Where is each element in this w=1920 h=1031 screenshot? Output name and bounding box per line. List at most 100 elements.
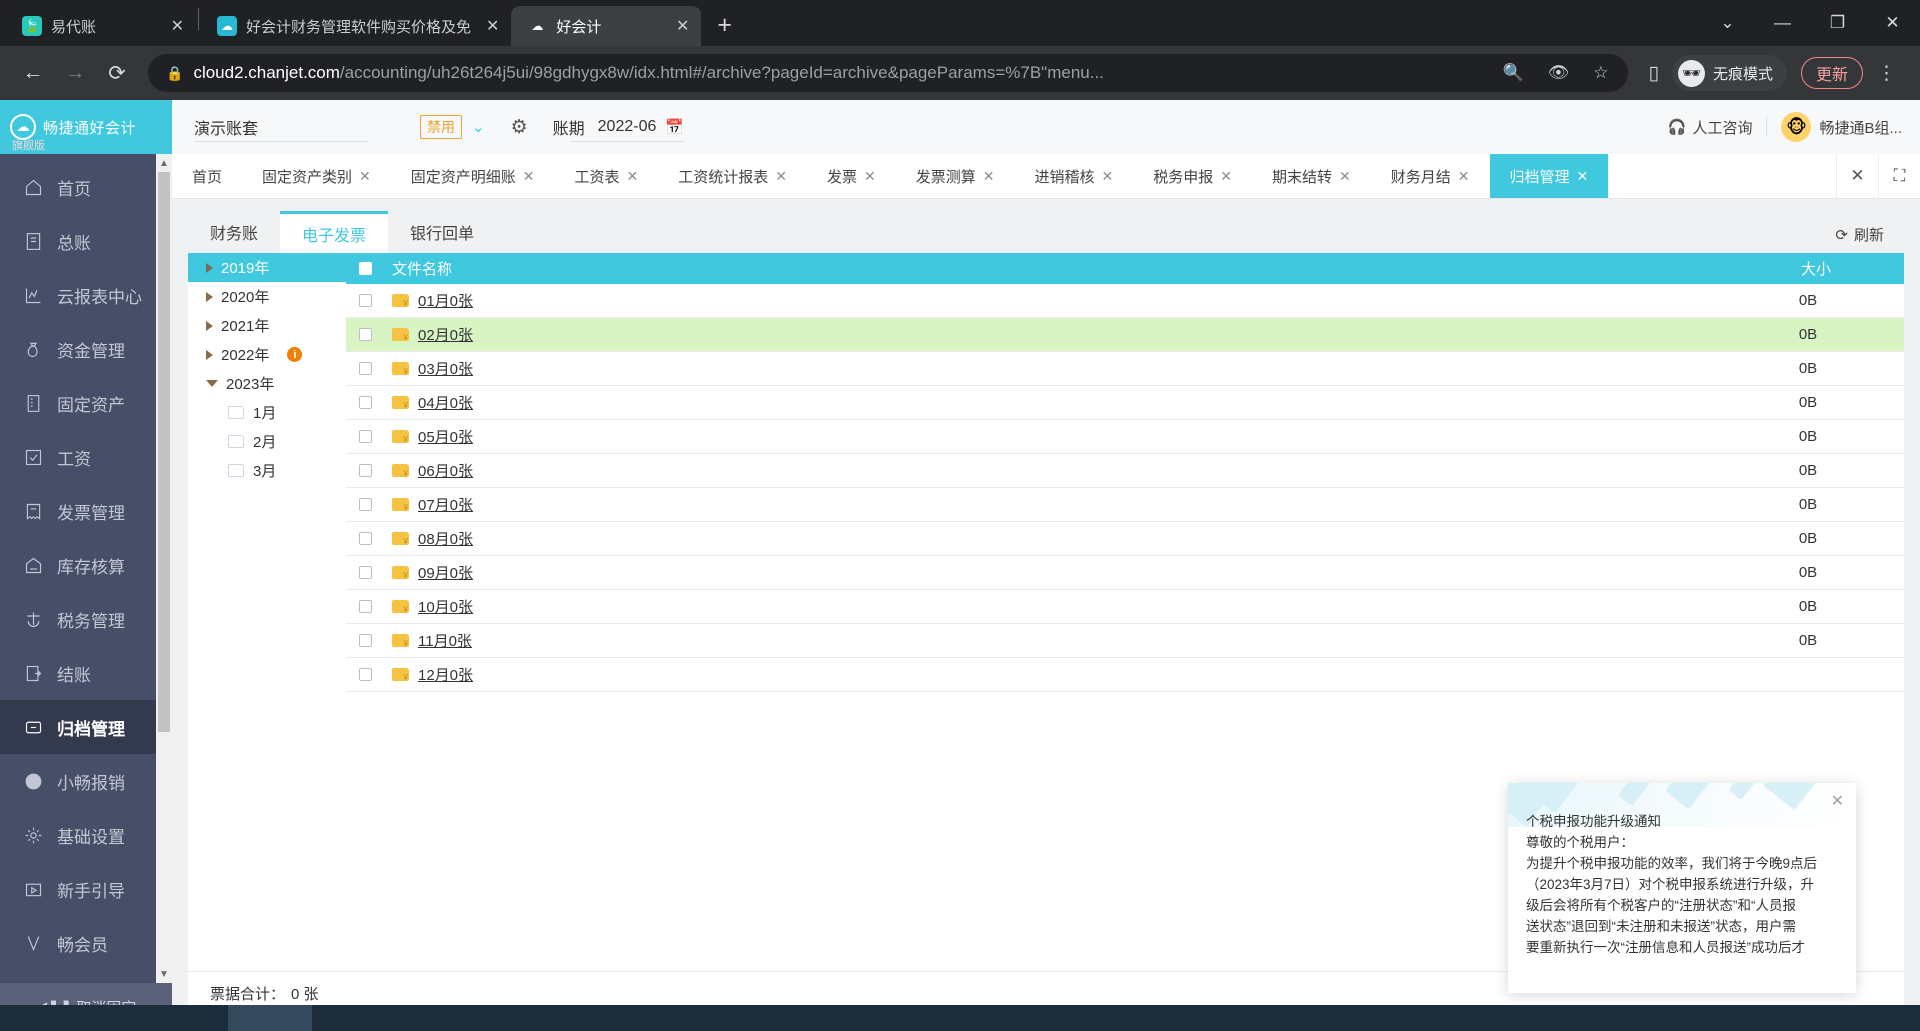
tree-month-1[interactable]: 1月	[188, 398, 346, 427]
table-row[interactable]: 04月0张 0B	[346, 386, 1904, 420]
module-tab-monthly-close[interactable]: 财务月结 ✕	[1371, 154, 1490, 198]
sub-tab-financial-books[interactable]: 财务账	[188, 211, 280, 253]
tree-node-2021[interactable]: 2021年	[188, 311, 346, 340]
file-name-link[interactable]: 02月0张	[418, 327, 474, 344]
table-row[interactable]: 02月0张 0B	[346, 318, 1904, 352]
chevron-right-icon[interactable]	[206, 262, 213, 273]
tab-search-icon[interactable]: ⌄	[1720, 13, 1735, 32]
close-icon[interactable]: ✕	[1830, 793, 1844, 810]
fullscreen-icon[interactable]: ⛶	[1878, 154, 1920, 198]
sidebar-scrollbar[interactable]: ▲ ▼	[156, 154, 172, 983]
scrollbar-thumb[interactable]	[158, 172, 170, 732]
row-checkbox-cell[interactable]	[346, 362, 384, 375]
taskbar-item[interactable]	[228, 1005, 312, 1031]
tree-month-2[interactable]: 2月	[188, 427, 346, 456]
module-tab-tax-filing[interactable]: 税务申报 ✕	[1133, 154, 1252, 198]
forward-button[interactable]: →	[64, 61, 86, 84]
module-tab-close-10[interactable]: ✕	[1457, 167, 1470, 184]
module-tab-payroll-table[interactable]: 工资表 ✕	[555, 154, 659, 198]
info-badge-icon[interactable]: i	[287, 347, 303, 362]
browser-tab-1[interactable]: 🍃 易代账 ✕	[6, 6, 196, 46]
tree-month-3[interactable]: 3月	[188, 456, 346, 485]
sidebar-item-expense[interactable]: 小畅报销	[0, 754, 172, 808]
row-checkbox-cell[interactable]	[346, 668, 384, 681]
module-tab-fixed-asset-category[interactable]: 固定资产类别 ✕	[242, 154, 391, 198]
table-row[interactable]: 03月0张 0B	[346, 352, 1904, 386]
table-row[interactable]: 06月0张 0B	[346, 454, 1904, 488]
sub-tab-bank-receipt[interactable]: 银行回单	[388, 211, 496, 253]
tree-node-2020[interactable]: 2020年	[188, 282, 346, 311]
table-row[interactable]: 09月0张 0B	[346, 556, 1904, 590]
table-row[interactable]: 11月0张 0B	[346, 624, 1904, 658]
avatar[interactable]: 🐵	[1781, 112, 1812, 142]
module-tab-close-4[interactable]: ✕	[775, 167, 788, 184]
select-all-checkbox-cell[interactable]	[346, 262, 384, 275]
sidebar-item-general-ledger[interactable]: 总账	[0, 214, 172, 268]
file-name-link[interactable]: 09月0张	[418, 565, 474, 582]
star-icon[interactable]: ☆	[1593, 63, 1609, 82]
row-name-cell[interactable]: 09月0张	[384, 562, 1748, 583]
row-checkbox[interactable]	[358, 464, 372, 477]
row-checkbox-cell[interactable]	[346, 566, 384, 579]
module-tab-close-2[interactable]: ✕	[522, 167, 535, 184]
table-row[interactable]: 05月0张 0B	[346, 420, 1904, 454]
kebab-menu-icon[interactable]: ⋮	[1877, 62, 1896, 84]
browser-tab-2-close[interactable]: ✕	[486, 18, 500, 35]
row-name-cell[interactable]: 11月0张	[384, 630, 1748, 651]
row-checkbox[interactable]	[358, 396, 372, 409]
browser-tab-1-close[interactable]: ✕	[170, 18, 184, 35]
row-name-cell[interactable]: 02月0张	[384, 324, 1748, 345]
file-name-link[interactable]: 12月0张	[418, 667, 474, 684]
reload-button[interactable]: ⟳	[108, 61, 126, 85]
sub-tab-e-invoice[interactable]: 电子发票	[280, 211, 389, 253]
side-panel-icon[interactable]: ▯	[1648, 62, 1659, 84]
table-row[interactable]: 10月0张 0B	[346, 590, 1904, 624]
module-tab-close-1[interactable]: ✕	[359, 167, 371, 184]
scroll-up-arrow-icon[interactable]: ▲	[156, 154, 172, 172]
row-checkbox-cell[interactable]	[346, 328, 384, 341]
update-button[interactable]: 更新	[1800, 57, 1863, 89]
sidebar-item-cloud-reports[interactable]: 云报表中心	[0, 268, 172, 322]
user-name[interactable]: 畅捷通B组...	[1819, 119, 1902, 137]
row-checkbox[interactable]	[358, 668, 372, 681]
chevron-down-icon[interactable]	[206, 380, 218, 387]
file-name-link[interactable]: 05月0张	[418, 429, 474, 446]
sidebar-item-invoice[interactable]: 发票管理	[0, 484, 172, 538]
new-tab-button[interactable]: +	[717, 11, 733, 39]
row-name-cell[interactable]: 03月0张	[384, 358, 1748, 379]
module-tab-invoice-estimate[interactable]: 发票测算 ✕	[896, 154, 1015, 198]
tree-node-2019[interactable]: 2019年	[188, 253, 346, 282]
tree-node-2022[interactable]: 2022年 i	[188, 340, 346, 369]
module-tab-close-3[interactable]: ✕	[626, 167, 639, 184]
row-checkbox[interactable]	[358, 430, 372, 443]
row-name-cell[interactable]: 08月0张	[384, 528, 1748, 549]
sidebar-item-guide[interactable]: 新手引导	[0, 862, 172, 916]
row-checkbox-cell[interactable]	[346, 600, 384, 613]
table-row[interactable]: 01月0张 0B	[346, 284, 1904, 318]
module-tab-close-7[interactable]: ✕	[1101, 167, 1114, 184]
chevron-right-icon[interactable]	[206, 349, 213, 360]
module-tab-period-end[interactable]: 期末结转 ✕	[1252, 154, 1371, 198]
sidebar-item-home[interactable]: 首页	[0, 160, 172, 214]
row-checkbox[interactable]	[358, 294, 372, 307]
search-icon[interactable]: 🔍	[1502, 63, 1524, 82]
row-name-cell[interactable]: 04月0张	[384, 392, 1748, 413]
row-checkbox[interactable]	[358, 498, 372, 511]
select-all-checkbox[interactable]	[358, 262, 372, 275]
file-name-link[interactable]: 10月0张	[418, 599, 474, 616]
module-tab-payroll-report[interactable]: 工资统计报表 ✕	[658, 154, 807, 198]
sidebar-item-tax[interactable]: 税务管理	[0, 592, 172, 646]
row-checkbox-cell[interactable]	[346, 294, 384, 307]
period-value[interactable]: 2022-06	[597, 118, 657, 135]
incognito-indicator[interactable]: 🕶 无痕模式	[1671, 55, 1787, 91]
close-window-button[interactable]: ✕	[1885, 13, 1900, 32]
scroll-down-arrow-icon[interactable]: ▼	[156, 965, 172, 983]
gear-icon[interactable]: ⚙	[510, 116, 528, 138]
module-tab-archive[interactable]: 归档管理 ✕	[1489, 154, 1609, 198]
row-name-cell[interactable]: 05月0张	[384, 426, 1748, 447]
row-checkbox[interactable]	[358, 532, 372, 545]
maximize-button[interactable]: ❐	[1829, 13, 1846, 32]
row-checkbox-cell[interactable]	[346, 498, 384, 511]
row-name-cell[interactable]: 12月0张	[384, 664, 1748, 685]
sidebar-item-inventory[interactable]: 库存核算	[0, 538, 172, 592]
